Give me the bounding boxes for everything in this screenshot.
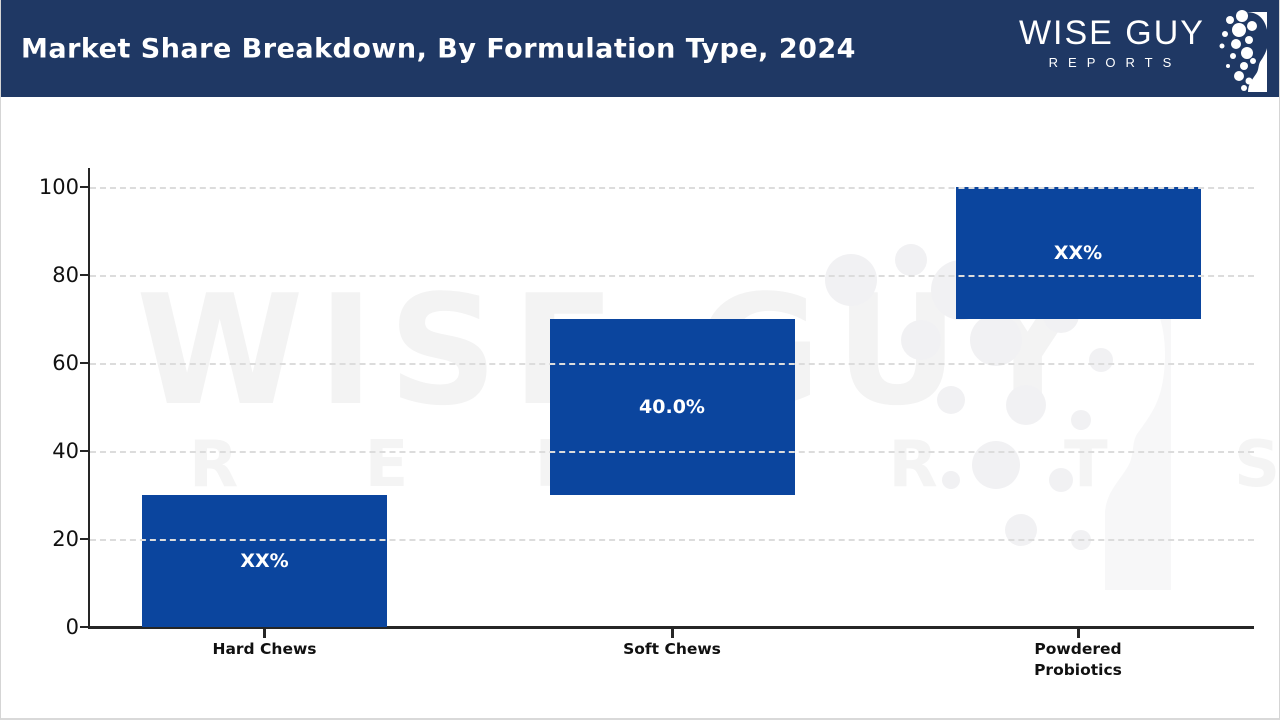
x-tick-mark: [263, 629, 266, 638]
bar-segment: [142, 495, 387, 627]
wiseguy-logo: WISE GUY REPORTS: [1007, 6, 1267, 92]
y-tick-mark-80: [80, 274, 88, 276]
logo-reports-text: REPORTS: [1048, 55, 1182, 70]
header-band: Market Share Breakdown, By Formulation T…: [1, 0, 1279, 97]
page-title: Market Share Breakdown, By Formulation T…: [21, 33, 856, 64]
y-tick-mark-20: [80, 538, 88, 540]
x-axis-category-label: Powdered Probiotics: [1034, 640, 1122, 679]
wiseguy-face-icon: [1219, 10, 1267, 92]
x-axis: [88, 626, 1254, 629]
y-axis-tick-label: 0: [65, 615, 79, 639]
y-axis-tick-label: 80: [52, 263, 79, 287]
y-tick-mark-40: [80, 450, 88, 452]
x-tick-mark: [1076, 629, 1080, 638]
logo-wiseguy-text: WISE GUY: [1018, 14, 1205, 52]
y-tick-mark-0: [80, 626, 88, 628]
bar-value-label: XX%: [240, 550, 289, 572]
y-axis-tick-label: 20: [52, 527, 79, 551]
x-axis-category-label: Hard Chews: [212, 640, 317, 658]
bar-segment: [549, 319, 795, 495]
y-axis: [88, 168, 90, 629]
x-axis-category-label: Soft Chews: [623, 640, 721, 658]
gridline-40: [90, 451, 1254, 453]
y-axis-tick-label: 100: [38, 175, 79, 199]
gridline-20: [90, 539, 1254, 541]
gridline-60: [90, 363, 1254, 365]
bar-value-label: 40.0%: [639, 396, 705, 418]
gridline-100: [90, 187, 1254, 189]
bar-segment: [955, 187, 1201, 319]
x-tick-mark: [670, 629, 674, 638]
y-axis-tick-label: 60: [52, 351, 79, 375]
y-tick-mark-60: [80, 362, 88, 364]
y-tick-mark-100: [80, 186, 88, 188]
bar-value-label: XX%: [1053, 242, 1103, 264]
gridline-80: [90, 275, 1254, 277]
y-axis-tick-label: 40: [52, 439, 79, 463]
logo-text: WISE GUY REPORTS: [1019, 14, 1205, 70]
